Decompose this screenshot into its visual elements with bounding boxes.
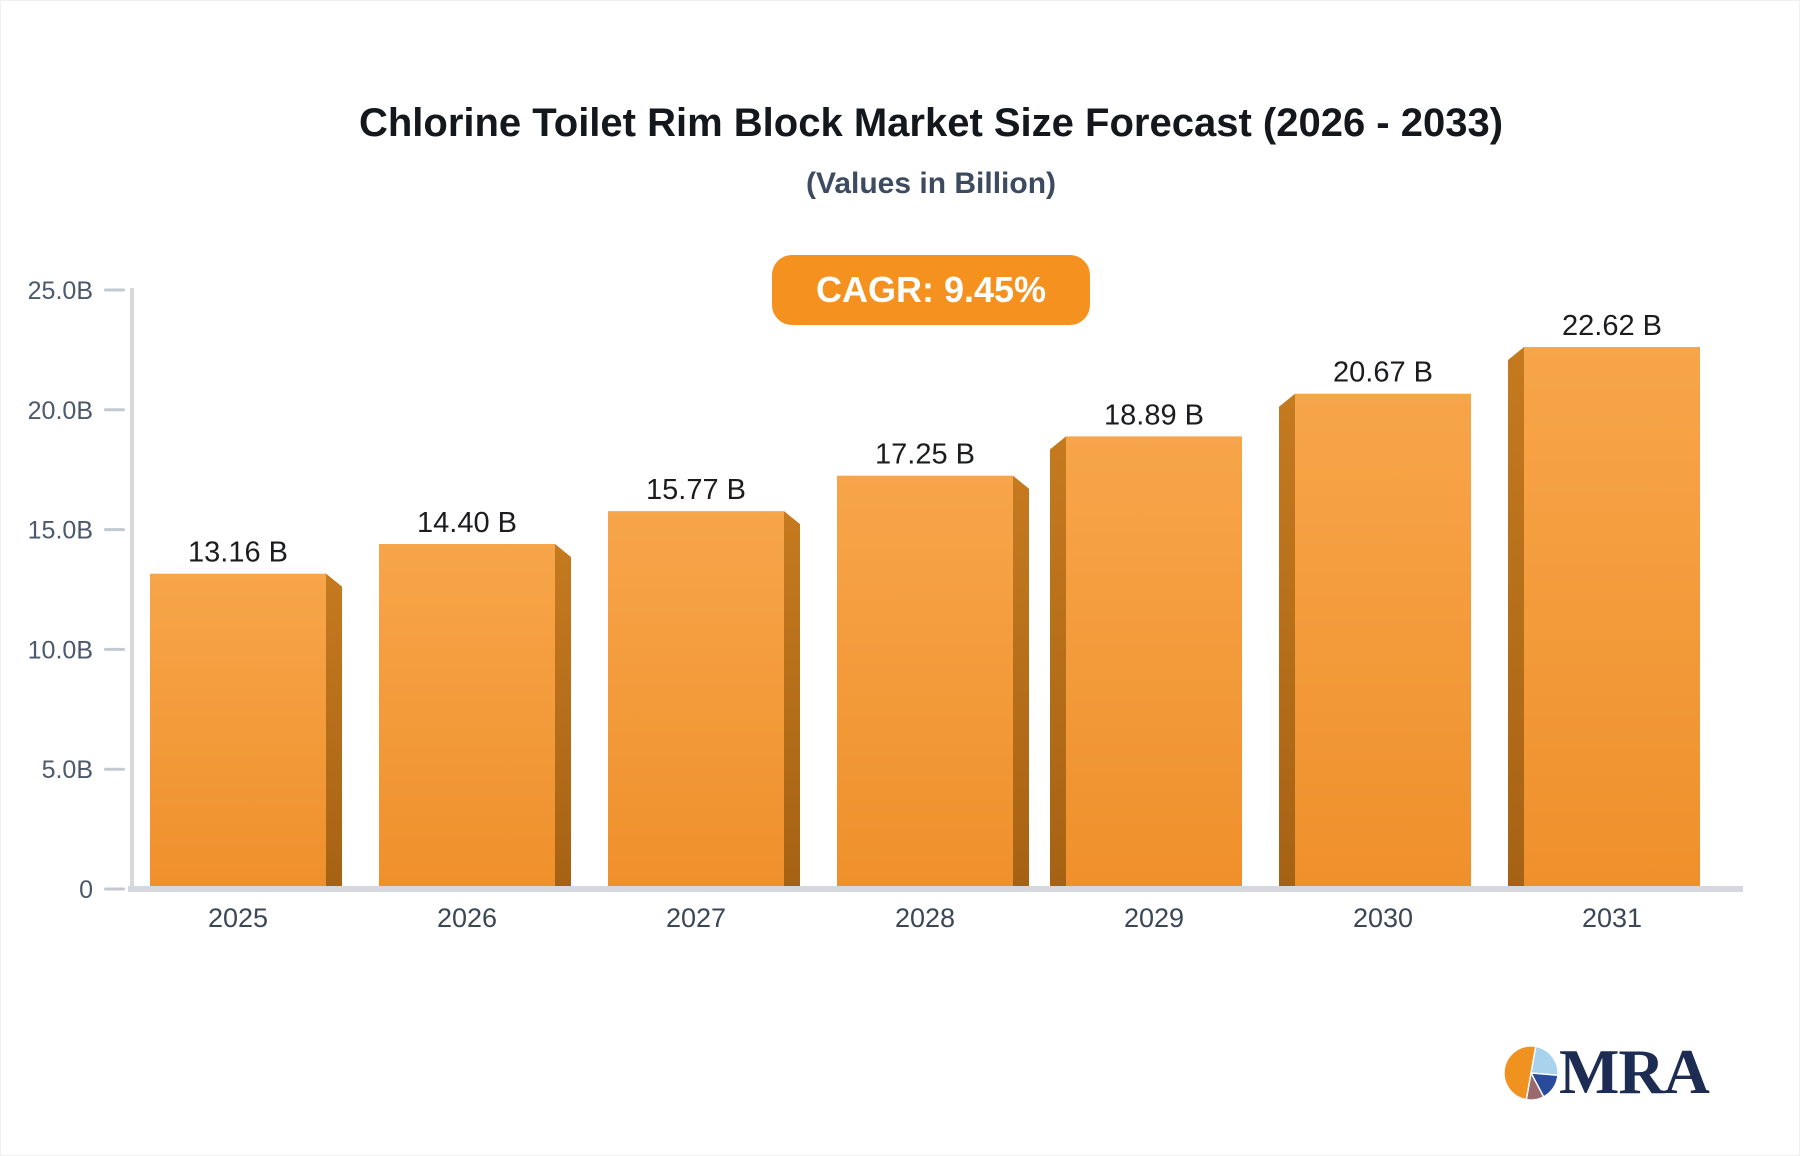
y-axis-tick-label: 10.0B [28, 636, 93, 664]
y-axis-tick-label: 20.0B [28, 397, 93, 425]
bar-side-2029 [1050, 436, 1066, 887]
bar-side-2030 [1279, 393, 1295, 887]
logo-pie-icon [1503, 1045, 1559, 1101]
x-axis-label: 2030 [1353, 903, 1413, 933]
bar-2028 [837, 475, 1013, 887]
bar-value-label: 20.67 B [1333, 357, 1433, 389]
bar-value-label: 18.89 B [1104, 399, 1204, 431]
bar-side-2028 [1013, 475, 1029, 887]
logo-pie-orange-slice [1503, 1045, 1537, 1101]
bar-2025 [150, 573, 326, 887]
bar-side-2027 [784, 511, 800, 887]
y-axis-tick [104, 647, 125, 651]
logo-text: MRA [1559, 1036, 1710, 1107]
bar-2030 [1295, 393, 1471, 887]
logo-pie-lightblue-slice [1530, 1045, 1559, 1077]
bar-value-label: 14.40 B [417, 507, 517, 539]
bar-value-label: 15.77 B [646, 474, 746, 506]
x-axis-line [128, 886, 1743, 892]
bar-side-2025 [326, 573, 342, 887]
y-axis-tick [104, 528, 125, 532]
logo: MRA [1503, 1036, 1710, 1107]
y-axis-tick [104, 408, 125, 412]
bar-value-label: 22.62 B [1562, 310, 1662, 342]
y-axis-line [130, 288, 134, 892]
bar-side-2031 [1508, 347, 1524, 888]
y-axis-tick-label: 15.0B [28, 517, 93, 545]
x-axis-label: 2028 [895, 903, 955, 933]
x-axis-label: 2025 [208, 903, 268, 933]
y-axis-tick-label: 25.0B [28, 277, 93, 305]
x-axis-label: 2031 [1582, 903, 1642, 933]
cagr-badge: CAGR: 9.45% [771, 255, 1091, 325]
x-axis-label: 2026 [437, 903, 497, 933]
bar-2027 [608, 511, 784, 887]
chart-subtitle: (Values in Billion) [805, 167, 1057, 200]
bar-2026 [379, 543, 555, 887]
y-axis-tick-label: 5.0B [42, 756, 93, 784]
y-axis-tick [104, 767, 125, 771]
bar-2029 [1066, 436, 1242, 887]
bar-value-label: 13.16 B [188, 537, 288, 569]
y-axis-tick-label: 0 [79, 876, 93, 904]
x-axis-label: 2027 [666, 903, 726, 933]
y-axis-tick [104, 887, 125, 891]
y-axis-tick [104, 288, 125, 292]
chart-title: Chlorine Toilet Rim Block Market Size Fo… [358, 101, 1504, 145]
bar-2031 [1524, 347, 1700, 888]
x-axis-label: 2029 [1124, 903, 1184, 933]
bar-side-2026 [555, 543, 571, 887]
bar-value-label: 17.25 B [875, 439, 975, 471]
